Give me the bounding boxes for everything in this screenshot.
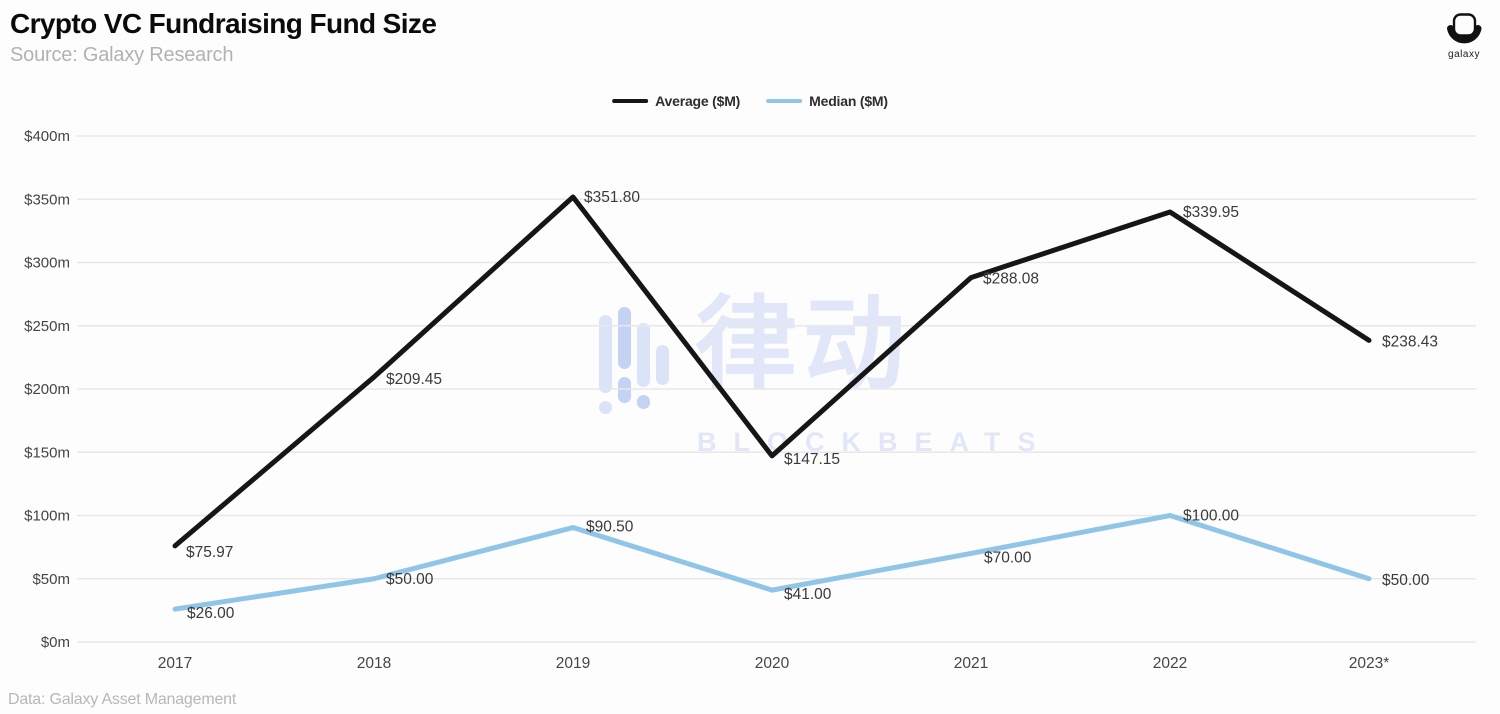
y-tick-label: $0m — [41, 634, 70, 651]
point-label: $41.00 — [784, 586, 832, 603]
y-tick-label: $300m — [24, 255, 70, 272]
x-tick-label: 2019 — [556, 655, 590, 672]
header: Crypto VC Fundraising Fund Size Source: … — [10, 8, 437, 67]
y-tick-label: $50m — [32, 571, 70, 588]
point-label: $26.00 — [187, 605, 235, 622]
point-label: $147.15 — [784, 451, 840, 468]
source-subtitle: Source: Galaxy Research — [10, 44, 234, 66]
x-tick-label: 2021 — [954, 655, 988, 672]
point-label: $100.00 — [1183, 508, 1239, 525]
point-label: $351.80 — [584, 189, 640, 206]
y-tick-label: $100m — [24, 508, 70, 525]
data-attribution: Data: Galaxy Asset Management — [8, 691, 237, 708]
point-label: $238.43 — [1382, 333, 1438, 350]
point-label: $70.00 — [984, 549, 1032, 566]
point-label: $339.95 — [1183, 204, 1239, 221]
legend-item-median: Median ($M) — [766, 93, 888, 109]
x-tick-label: 2022 — [1153, 655, 1187, 672]
x-tick-label: 2018 — [357, 655, 391, 672]
x-tick-label: 2017 — [158, 655, 192, 672]
median-series-line — [172, 513, 1372, 612]
chart-legend: Average ($M) Median ($M) — [612, 93, 888, 109]
point-label: $90.50 — [586, 519, 634, 536]
x-tick-label: 2020 — [755, 655, 790, 672]
point-label: $75.97 — [186, 544, 233, 561]
legend-label-median: Median ($M) — [809, 93, 888, 109]
y-tick-label: $150m — [24, 444, 70, 461]
average-series-line — [172, 194, 1372, 549]
brand-label: galaxy — [1448, 49, 1480, 60]
y-tick-label: $400m — [24, 128, 70, 145]
y-tick-label: $250m — [24, 318, 70, 335]
legend-label-average: Average ($M) — [655, 93, 741, 109]
page-title: Crypto VC Fundraising Fund Size — [10, 8, 437, 39]
y-tick-label: $350m — [24, 191, 70, 208]
y-tick-label: $200m — [24, 381, 70, 398]
galaxy-icon — [1447, 13, 1482, 44]
point-label: $209.45 — [386, 371, 442, 388]
point-label: $50.00 — [386, 571, 434, 588]
point-label: $288.08 — [983, 271, 1039, 288]
brand-logo: galaxy — [1442, 12, 1486, 60]
median-line-swatch — [766, 99, 803, 103]
point-label: $50.00 — [1382, 572, 1430, 589]
legend-item-average: Average ($M) — [612, 93, 740, 109]
x-tick-label: 2023* — [1349, 655, 1390, 672]
average-line-swatch — [612, 99, 649, 103]
